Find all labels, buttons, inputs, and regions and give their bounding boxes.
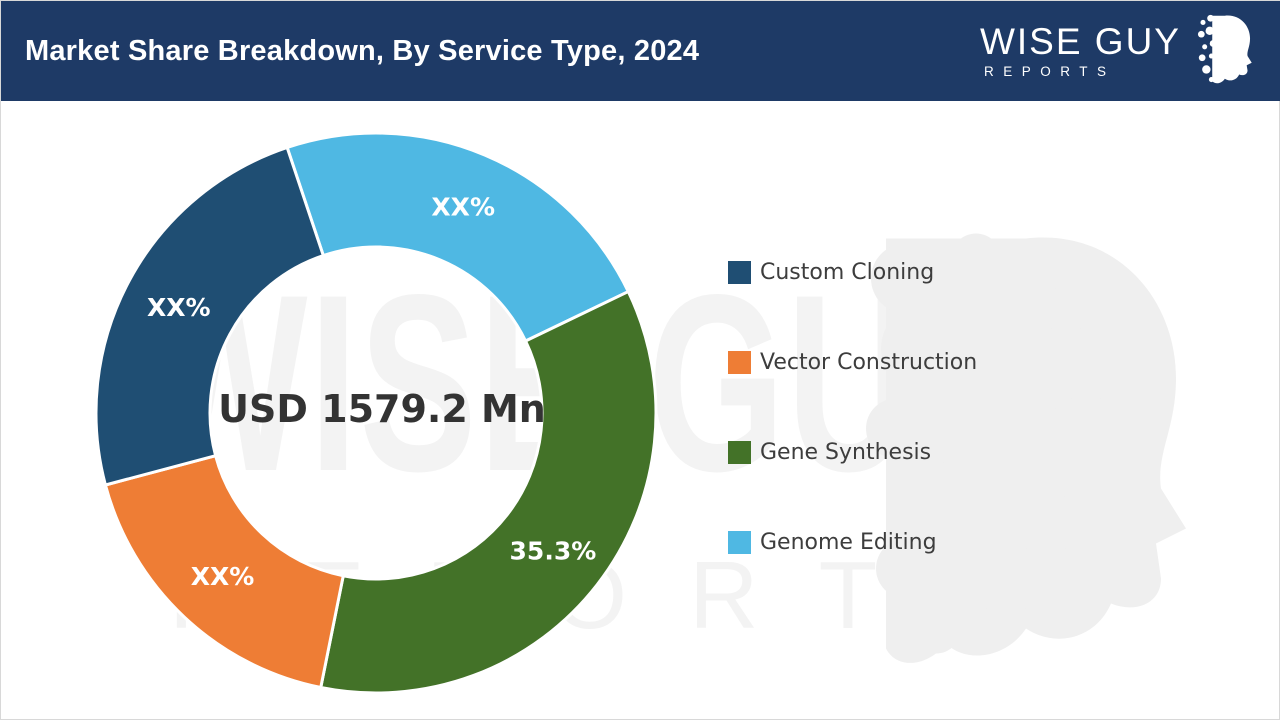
slice-value-label-vector-construction: XX% [191,562,255,591]
legend-item-vector-construction[interactable]: Vector Construction [728,347,977,377]
legend-swatch-custom-cloning [728,260,751,284]
legend-label: Genome Editing [760,529,937,555]
legend-item-genome-editing[interactable]: Genome Editing [728,527,977,557]
legend-swatch-gene-synthesis [728,440,751,464]
legend-label: Vector Construction [760,349,978,375]
legend-swatch-vector-construction [728,350,751,374]
slice-value-label-genome-editing: XX% [431,193,495,222]
chart-legend: Custom Cloning Vector Construction Gene Sy… [728,257,977,617]
watermark-face-icon [866,233,1186,663]
legend-label: Custom Cloning [760,259,935,285]
donut-chart: XX% 35.3% XX% XX% [94,131,658,695]
donut-slice-custom-cloning[interactable] [94,145,325,487]
wise-guy-reports-logo: WISE GUY REPORTS [980,9,1263,93]
slice-value-label-custom-cloning: XX% [147,293,211,322]
legend-item-custom-cloning[interactable]: Custom Cloning [728,257,977,287]
donut-center-value: USD 1579.2 Mn [218,387,546,431]
donut-slice-gene-synthesis[interactable] [319,290,658,695]
slice-value-label-gene-synthesis: 35.3% [510,536,597,565]
donut-slice-vector-construction[interactable] [103,454,345,689]
logo-face-icon [1197,14,1252,84]
logo-wiseguy-text: WISE GUY [979,20,1181,62]
donut-slice-genome-editing[interactable] [285,131,630,343]
page-title: Market Share Breakdown, By Service Type,… [25,34,700,67]
legend-item-gene-synthesis[interactable]: Gene Synthesis [728,437,977,467]
logo-text: WISE GUY REPORTS [979,20,1181,80]
legend-label: Gene Synthesis [760,439,932,465]
legend-swatch-genome-editing [728,530,751,554]
header-bar: Market Share Breakdown, By Service Type,… [1,1,1280,101]
logo-reports-text: REPORTS [983,64,1116,80]
